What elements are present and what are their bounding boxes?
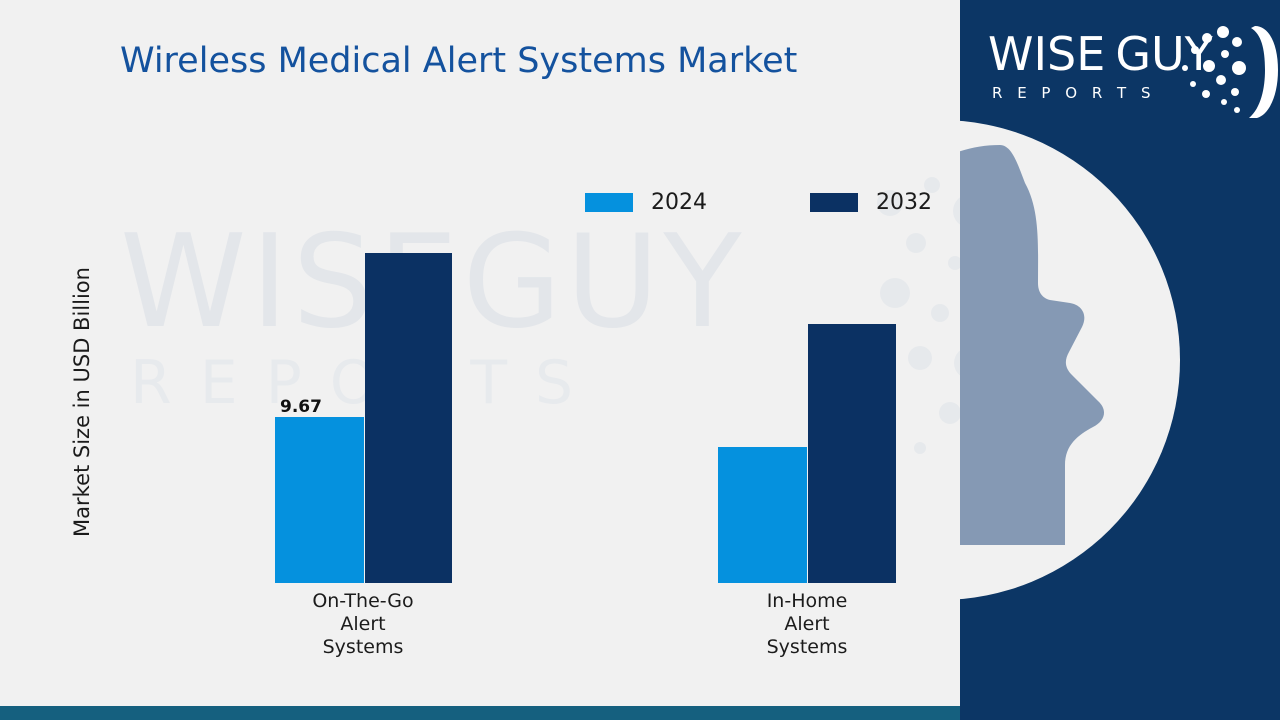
legend-label-2032: 2032	[876, 190, 932, 215]
category-label-in-home: In-Home Alert Systems	[707, 590, 907, 659]
legend-item-2024[interactable]: 2024	[585, 190, 707, 215]
legend-item-2032[interactable]: 2032	[810, 190, 932, 215]
category-label-line: Systems	[766, 636, 848, 658]
legend-swatch-2032	[810, 193, 858, 212]
head-silhouette-icon	[960, 145, 1104, 545]
chart-legend: 2024 2032	[585, 190, 932, 215]
logo[interactable]: WISE GUY R E P O R T S	[988, 26, 1278, 118]
category-label-line: In-Home	[766, 590, 848, 612]
bar-in-home-2032[interactable]	[808, 324, 896, 583]
plot-area: 9.67 On-The-Go Alert Systems In-Home Ale…	[263, 253, 907, 659]
brain-dot-pattern-icon	[960, 155, 1040, 555]
logo-head-dots-icon	[1182, 26, 1278, 118]
category-label-line: Systems	[322, 636, 404, 658]
page-title: Wireless Medical Alert Systems Market	[120, 41, 798, 81]
bar-value-label-on-the-go-2024: 9.67	[280, 397, 322, 417]
legend-label-2024: 2024	[651, 190, 707, 215]
logo-wise-text: WISE	[988, 27, 1106, 81]
category-label-on-the-go: On-The-Go Alert Systems	[263, 590, 463, 659]
brand-panel: WISE GUY R E P O R T S	[960, 0, 1280, 720]
chart: Market Size in USD Billion 2024 2032 9.6…	[70, 190, 932, 659]
bar-on-the-go-2032[interactable]	[365, 253, 452, 583]
logo-reports-text: R E P O R T S	[992, 84, 1156, 102]
bar-in-home-2024[interactable]	[718, 447, 807, 583]
bottom-accent-bar	[0, 706, 960, 720]
legend-swatch-2024	[585, 193, 633, 212]
category-label-line: On-The-Go	[312, 590, 414, 612]
logo-guy-text: GUY	[1115, 27, 1213, 81]
bar-on-the-go-2024[interactable]	[275, 417, 364, 583]
category-label-line: Alert	[340, 613, 386, 635]
category-label-line: Alert	[784, 613, 830, 635]
